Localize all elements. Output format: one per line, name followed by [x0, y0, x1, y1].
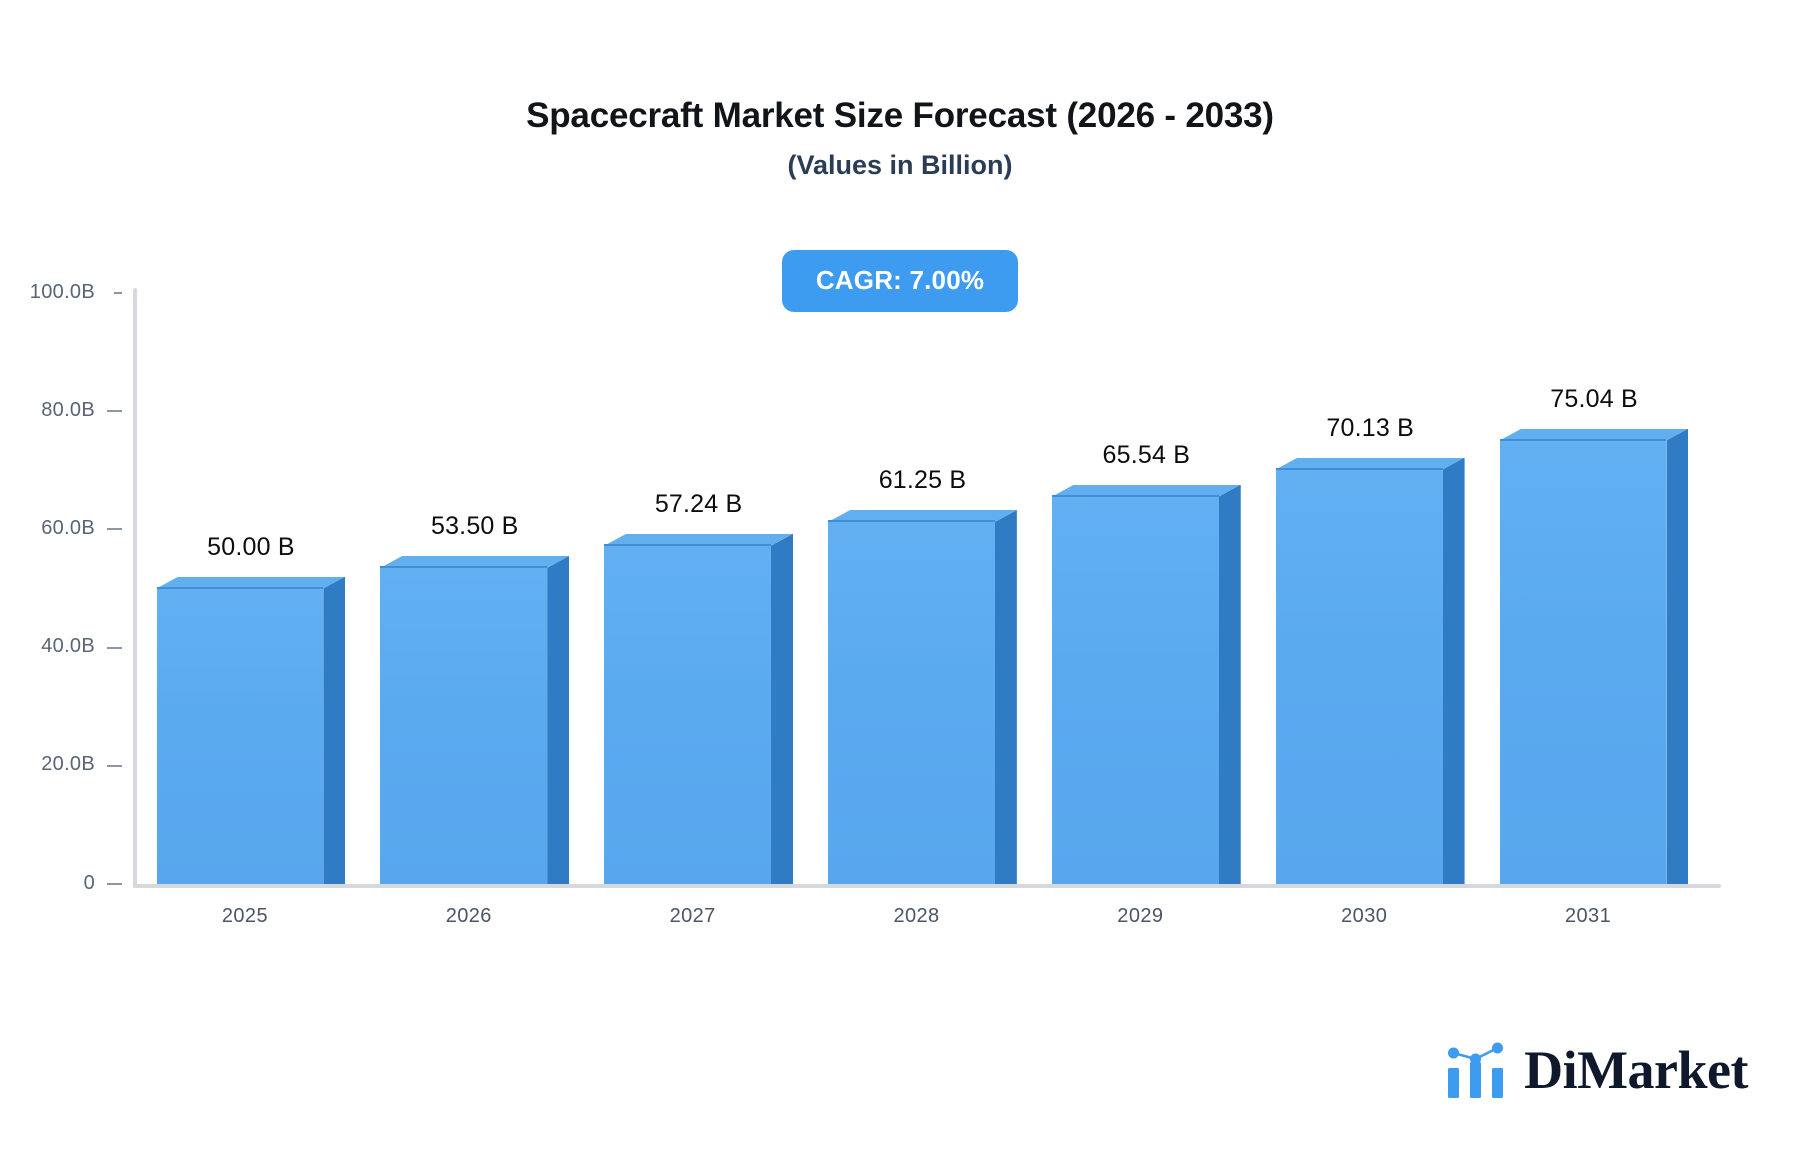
y-axis-tick-mark	[107, 410, 122, 413]
bar-front-face	[604, 543, 772, 884]
brand-name: DiMarket	[1524, 1040, 1748, 1100]
y-axis-tick-label: 40.0B	[41, 635, 95, 658]
bar-side-face	[1218, 484, 1241, 884]
bar-top-face	[156, 576, 346, 589]
bar[interactable]	[1275, 457, 1465, 884]
x-axis-tick-label: 2026	[445, 905, 492, 927]
bar[interactable]	[604, 533, 794, 884]
bar[interactable]	[1499, 428, 1689, 884]
bar-value-label: 75.04 B	[1550, 384, 1638, 413]
chart-subtitle: (Values in Billion)	[787, 150, 1013, 181]
bar[interactable]	[1051, 484, 1241, 884]
bar-top-face	[1499, 428, 1689, 441]
x-axis-tick-label: 2030	[1341, 905, 1388, 927]
bar-front-face	[828, 520, 995, 884]
y-axis-tick-label: 100.0B	[29, 280, 95, 303]
bar-top-face	[1275, 457, 1465, 470]
bar-value-label: 57.24 B	[654, 489, 743, 518]
bar-side-face	[994, 510, 1017, 884]
y-axis-tick-label: 0	[83, 871, 95, 894]
bar-top-face	[604, 533, 794, 546]
bar[interactable]	[380, 555, 570, 884]
page-title: Spacecraft Market Size Forecast (2026 - …	[526, 96, 1274, 135]
bar[interactable]	[828, 510, 1017, 884]
y-axis-tick-mark	[107, 883, 122, 885]
bar-side-face	[771, 533, 794, 884]
chart-header: Spacecraft Market Size Forecast (2026 - …	[0, 96, 1800, 181]
bar-side-face	[323, 576, 346, 884]
x-axis-tick-label: 2029	[1117, 905, 1164, 927]
bar-top-face	[1051, 484, 1241, 497]
bar-value-label: 53.50 B	[430, 511, 519, 540]
brand-logo: DiMarket	[1446, 1040, 1748, 1100]
bar-front-face	[1051, 494, 1219, 884]
bar-chart-logo-icon	[1448, 1042, 1504, 1098]
y-axis-tick-mark	[107, 646, 122, 649]
x-axis-tick-label: 2025	[221, 905, 268, 927]
y-axis-tick-mark	[107, 764, 122, 767]
bar-top-face	[380, 555, 570, 568]
bar-side-face	[1666, 428, 1689, 884]
x-axis-line	[133, 884, 1721, 888]
bar-front-face	[1499, 438, 1667, 884]
bar-value-label: 50.00 B	[207, 532, 295, 561]
x-axis-tick-label: 2027	[669, 905, 716, 927]
y-axis-tick-label: 80.0B	[41, 398, 95, 421]
y-axis-tick-mark	[114, 292, 122, 294]
bar-value-label: 65.54 B	[1102, 440, 1191, 469]
y-axis-tick-label: 60.0B	[41, 516, 95, 539]
y-axis-tick-label: 20.0B	[41, 753, 95, 776]
bar-value-label: 61.25 B	[878, 466, 967, 494]
x-axis-tick-label: 2031	[1565, 905, 1612, 927]
bar-side-face	[1442, 457, 1465, 884]
y-axis-line	[133, 288, 137, 888]
y-axis-tick-mark	[107, 528, 122, 531]
bar-side-face	[547, 555, 570, 884]
bar-front-face	[380, 565, 548, 884]
bar-front-face	[1275, 467, 1443, 884]
bar-front-face	[156, 586, 324, 884]
cagr-badge-container: CAGR: 7.00%	[0, 250, 1800, 312]
bar-value-label: 70.13 B	[1326, 413, 1414, 442]
x-axis-tick-label: 2028	[893, 905, 940, 927]
bar[interactable]	[156, 576, 346, 884]
status-badge-cagr: CAGR: 7.00%	[781, 250, 1019, 312]
bar-top-face	[828, 510, 1017, 522]
